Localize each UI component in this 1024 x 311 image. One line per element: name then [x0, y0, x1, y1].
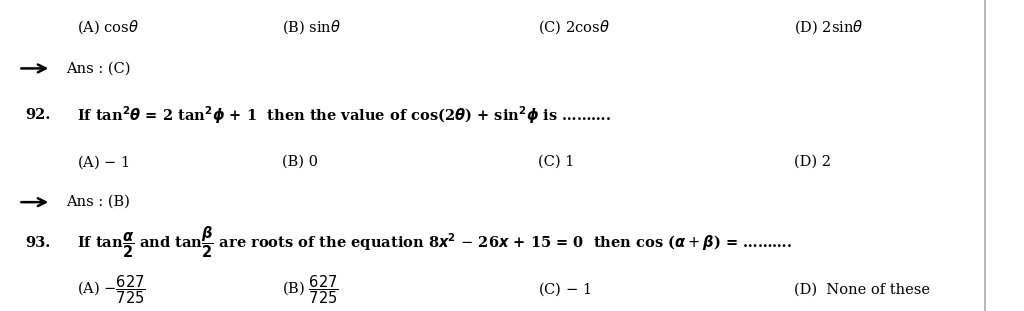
- Text: Ans : (C): Ans : (C): [67, 61, 131, 76]
- Text: If tan$\dfrac{\boldsymbol{\alpha}}{\mathbf{2}}$ and tan$\dfrac{\boldsymbol{\beta: If tan$\dfrac{\boldsymbol{\alpha}}{\math…: [77, 225, 792, 260]
- Text: (C) $-$ 1: (C) $-$ 1: [538, 281, 591, 298]
- Text: 93.: 93.: [26, 235, 51, 250]
- Text: (C) 2cos$\mathit{\theta}$: (C) 2cos$\mathit{\theta}$: [538, 19, 609, 36]
- Text: (A) $-$ 1: (A) $-$ 1: [77, 153, 129, 170]
- Text: (A) $-\dfrac{627}{725}$: (A) $-\dfrac{627}{725}$: [77, 273, 145, 305]
- Text: (B) $\dfrac{627}{725}$: (B) $\dfrac{627}{725}$: [282, 273, 338, 305]
- Text: (A) cos$\mathit{\theta}$: (A) cos$\mathit{\theta}$: [77, 19, 138, 36]
- Text: Ans : (B): Ans : (B): [67, 195, 130, 209]
- Text: (B) 0: (B) 0: [282, 155, 317, 169]
- Text: (D) 2sin$\mathit{\theta}$: (D) 2sin$\mathit{\theta}$: [794, 19, 863, 36]
- Text: (D)  None of these: (D) None of these: [794, 282, 930, 296]
- Text: (D) 2: (D) 2: [794, 155, 830, 169]
- Text: (B) sin$\mathit{\theta}$: (B) sin$\mathit{\theta}$: [282, 19, 341, 36]
- Text: If tan$^{\mathbf{2}}\boldsymbol{\theta}$ = 2 tan$^{\mathbf{2}}\boldsymbol{\phi}$: If tan$^{\mathbf{2}}\boldsymbol{\theta}$…: [77, 104, 611, 126]
- Text: 92.: 92.: [26, 108, 51, 122]
- Text: (C) 1: (C) 1: [538, 155, 574, 169]
